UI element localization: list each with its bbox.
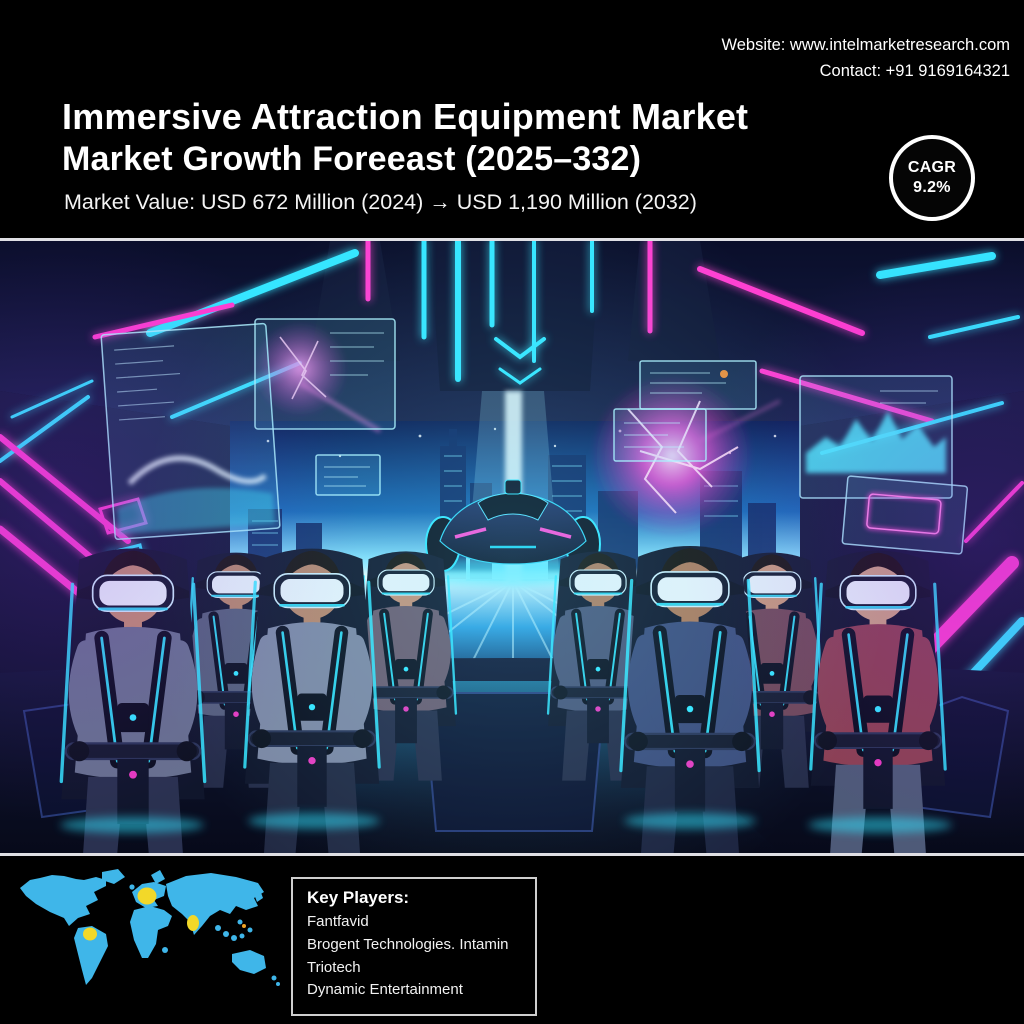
hero-illustration xyxy=(0,238,1024,856)
website-line: Website: www.intelmarketresearch.com xyxy=(721,36,1010,54)
key-players-item: Triotech xyxy=(307,958,361,976)
contact-line: Contact: +91 9169164321 xyxy=(819,61,1010,80)
map-continents xyxy=(20,869,280,986)
key-players-title: Key Players: xyxy=(307,888,410,907)
cagr-label: CAGR xyxy=(907,159,957,176)
vignette xyxy=(0,241,1024,853)
key-players-item: Dynamic Entertainment xyxy=(307,981,463,999)
cagr-badge: CAGR 9.2% xyxy=(889,135,975,221)
key-players-item: Brogent Technologies. Intamin xyxy=(307,935,509,953)
page-title-line2: Market Growth Foreeast (2025–332) xyxy=(62,140,642,178)
map-highlights xyxy=(83,887,246,941)
page-title: Immersive Attraction Equipment Market xyxy=(62,96,749,137)
contact-block: Website: www.intelmarketresearch.com Con… xyxy=(721,33,1010,84)
key-players-item: Fantfavid xyxy=(307,913,369,930)
market-value-subtitle: Market Value: USD 672 Million (2024) → U… xyxy=(64,190,697,214)
cagr-value: 9.2% xyxy=(913,179,951,196)
vr-ride-scene xyxy=(0,241,1024,853)
key-players-box: Key Players: Fantfavid Brogent Technolog… xyxy=(291,877,537,1017)
world-map xyxy=(20,869,280,986)
footer: Key Players: Fantfavid Brogent Technolog… xyxy=(0,856,1024,1024)
